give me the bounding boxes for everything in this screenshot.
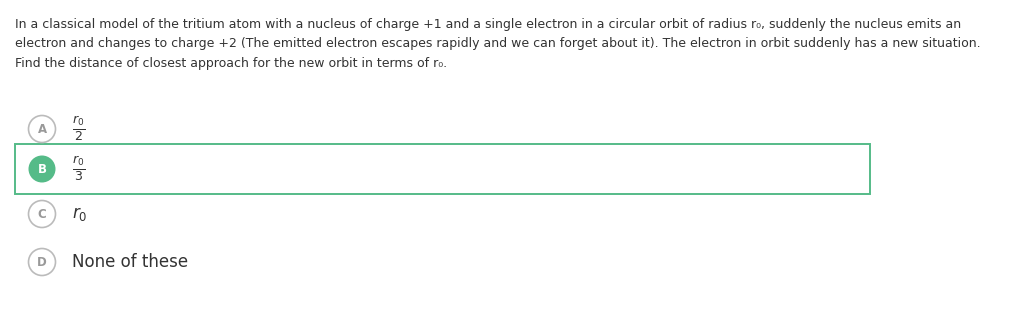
Text: None of these: None of these [72,253,188,271]
Text: A: A [38,122,46,136]
Circle shape [29,201,55,228]
Text: $\frac{r_0}{3}$: $\frac{r_0}{3}$ [72,155,85,183]
FancyBboxPatch shape [15,144,870,194]
Text: electron and changes to charge +2 (The emitted electron escapes rapidly and we c: electron and changes to charge +2 (The e… [15,37,981,51]
Text: Find the distance of closest approach for the new orbit in terms of r₀.: Find the distance of closest approach fo… [15,57,447,70]
Text: C: C [38,207,46,221]
Text: $r_0$: $r_0$ [72,205,87,223]
Text: B: B [38,163,46,175]
Circle shape [29,249,55,276]
Circle shape [29,116,55,143]
Circle shape [29,156,55,183]
Text: $\frac{r_0}{2}$: $\frac{r_0}{2}$ [72,115,85,143]
Text: D: D [37,255,47,269]
Text: In a classical model of the tritium atom with a nucleus of charge +1 and a singl: In a classical model of the tritium atom… [15,18,962,31]
